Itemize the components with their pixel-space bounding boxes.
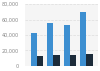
Bar [64, 25, 70, 66]
Bar [86, 54, 93, 66]
Bar [47, 23, 54, 66]
Bar [70, 55, 76, 66]
Bar [37, 56, 43, 66]
Bar [54, 55, 60, 66]
Bar [80, 12, 86, 66]
Bar [31, 33, 37, 66]
